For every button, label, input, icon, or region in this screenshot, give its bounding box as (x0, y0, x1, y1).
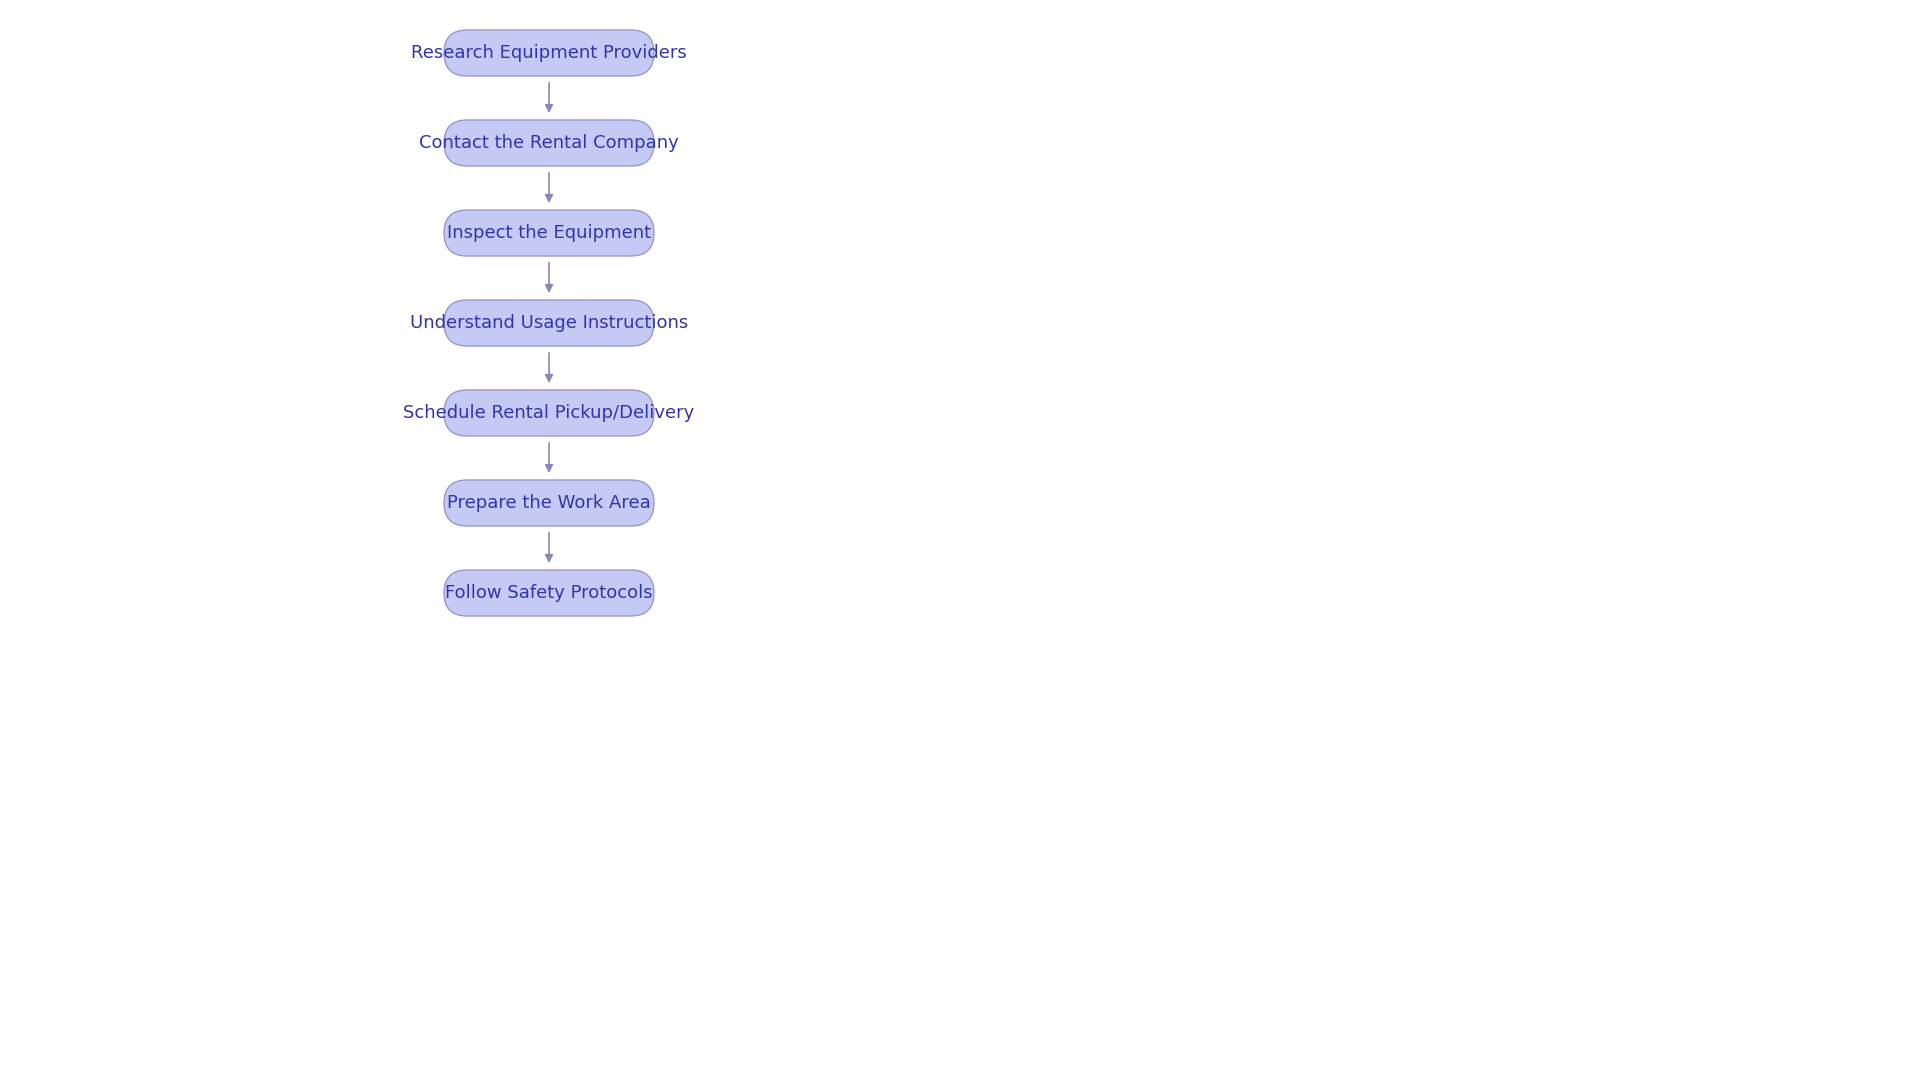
Text: Prepare the Work Area: Prepare the Work Area (447, 494, 651, 512)
Text: Inspect the Equipment: Inspect the Equipment (447, 224, 651, 242)
FancyBboxPatch shape (444, 120, 655, 166)
Text: Follow Safety Protocols: Follow Safety Protocols (445, 584, 653, 602)
Text: Understand Usage Instructions: Understand Usage Instructions (409, 314, 687, 332)
Text: Schedule Rental Pickup/Delivery: Schedule Rental Pickup/Delivery (403, 404, 695, 422)
FancyBboxPatch shape (444, 300, 655, 345)
FancyBboxPatch shape (444, 30, 655, 76)
FancyBboxPatch shape (444, 480, 655, 526)
Text: Research Equipment Providers: Research Equipment Providers (411, 44, 687, 62)
Text: Contact the Rental Company: Contact the Rental Company (419, 134, 680, 152)
FancyBboxPatch shape (444, 390, 655, 436)
FancyBboxPatch shape (444, 570, 655, 616)
FancyBboxPatch shape (444, 210, 655, 256)
